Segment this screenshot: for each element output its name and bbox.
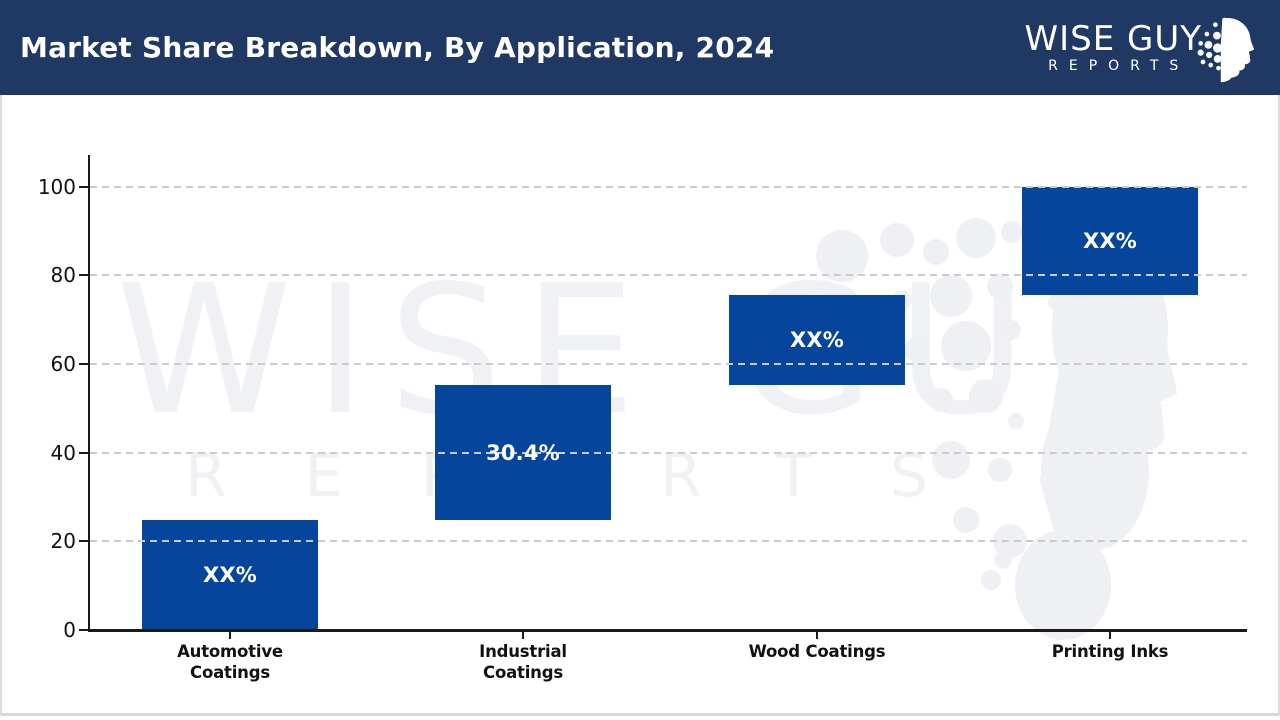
- page-title: Market Share Breakdown, By Application, …: [20, 31, 775, 64]
- x-axis-label-line: Coatings: [190, 663, 270, 682]
- x-axis-label-line: Wood Coatings: [748, 642, 886, 661]
- x-axis-label-line: Coatings: [483, 663, 563, 682]
- gridline-20: [90, 540, 1247, 543]
- waterfall-bar-wood-coatings: [729, 294, 905, 386]
- gridline-40: [90, 451, 1247, 454]
- x-axis-label-wood-coatings: Wood Coatings: [707, 641, 927, 662]
- gridline-80: [90, 274, 1247, 277]
- waterfall-bar-printing-inks: [1022, 186, 1198, 295]
- x-axis-label-printing-inks: Printing Inks: [1000, 641, 1220, 662]
- bar-value-box-wood-coatings: XX%: [729, 295, 905, 385]
- x-tick-automotive-coatings: [229, 632, 231, 639]
- bar-value-label-automotive-coatings: XX%: [202, 563, 258, 587]
- y-axis-line: [88, 155, 90, 632]
- bar-value-box-printing-inks: XX%: [1022, 187, 1198, 295]
- y-tick-label-60: 60: [50, 351, 76, 376]
- bar-value-box-industrial-coatings: 30.4%: [435, 385, 611, 520]
- y-tick-100: [79, 185, 88, 188]
- bar-value-label-printing-inks: XX%: [1082, 228, 1138, 253]
- x-axis-label-line: Automotive: [177, 642, 283, 661]
- wise-guy-logo: WISE GUY REPORTS: [1024, 10, 1258, 86]
- logo-text: WISE GUY REPORTS: [1024, 22, 1202, 73]
- x-axis-label-line: Industrial: [479, 642, 567, 661]
- y-tick-20: [79, 540, 88, 543]
- y-tick-label-20: 20: [50, 529, 76, 554]
- y-tick-label-0: 0: [63, 618, 76, 642]
- y-tick-0: [79, 629, 88, 631]
- x-axis-line: [88, 629, 1247, 632]
- y-tick-label-40: 40: [50, 440, 76, 465]
- x-tick-industrial-coatings: [522, 632, 524, 639]
- y-tick-label-100: 100: [37, 174, 76, 199]
- logo-head-icon: [1197, 17, 1255, 82]
- gridline-100: [90, 185, 1247, 188]
- y-tick-label-80: 80: [50, 263, 76, 288]
- x-axis-label-industrial-coatings: Industrial Coatings: [413, 641, 633, 683]
- bar-value-label-wood-coatings: XX%: [789, 328, 845, 352]
- gridline-60: [90, 362, 1247, 365]
- y-tick-60: [79, 362, 88, 365]
- y-tick-40: [79, 451, 88, 454]
- bar-value-box-automotive-coatings: XX%: [142, 520, 318, 630]
- bottom-divider: [0, 713, 1280, 716]
- x-tick-wood-coatings: [816, 632, 818, 639]
- header-bar: Market Share Breakdown, By Application, …: [0, 0, 1280, 95]
- logo-wordmark: WISE GUY: [1024, 19, 1202, 59]
- y-tick-80: [79, 274, 88, 277]
- x-axis-label-line: Printing Inks: [1051, 642, 1169, 661]
- waterfall-bar-automotive-coatings: [142, 520, 318, 630]
- bar-value-label-industrial-coatings: 30.4%: [486, 440, 560, 465]
- logo-subtitle: REPORTS: [1048, 58, 1190, 74]
- x-tick-printing-inks: [1109, 632, 1111, 639]
- x-axis-label-automotive-coatings: Automotive Coatings: [120, 641, 340, 683]
